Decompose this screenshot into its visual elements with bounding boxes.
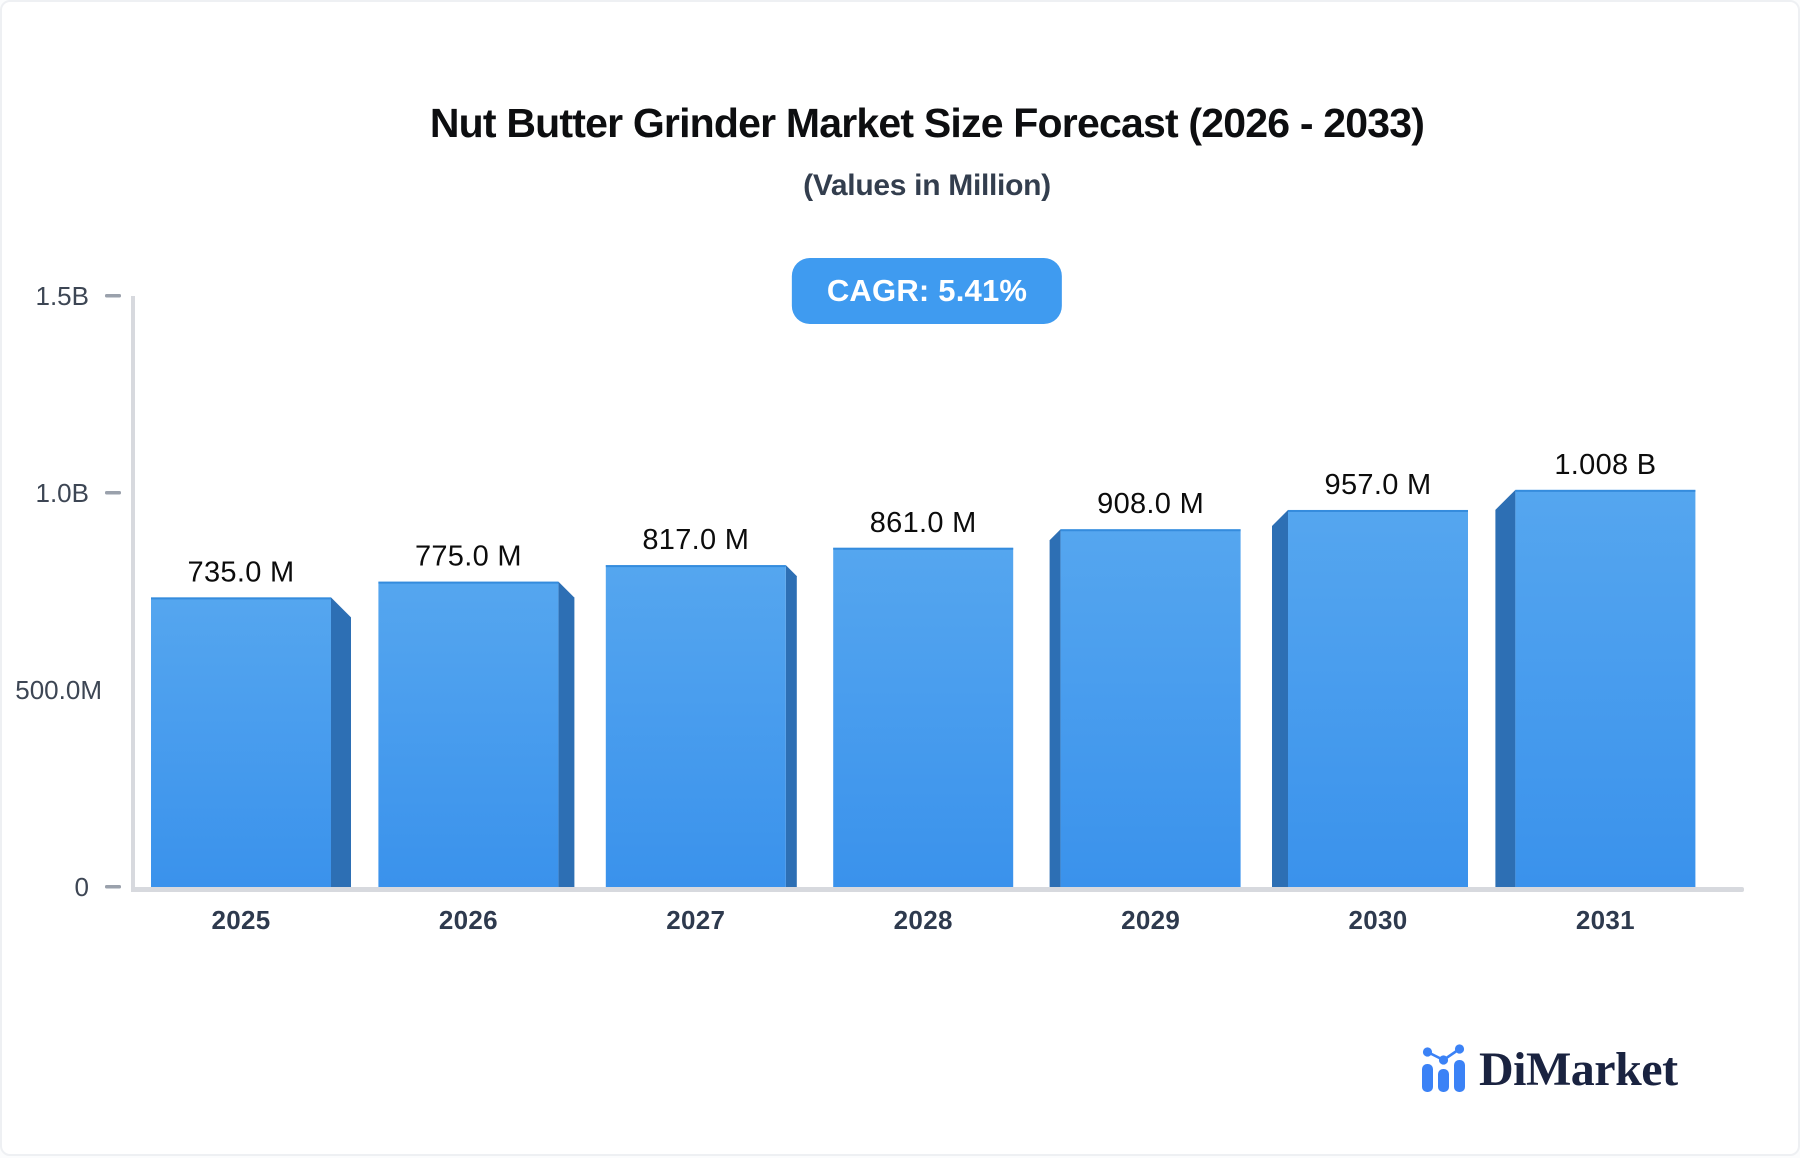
bar-group: 775.0 M 2026 xyxy=(378,541,575,935)
x-axis-tick-label: 2027 xyxy=(666,905,725,935)
y-axis-tick-label: 1.5B xyxy=(36,281,90,311)
bar-group: 957.0 M 2030 xyxy=(1272,469,1468,935)
x-axis-tick-label: 2025 xyxy=(211,905,270,935)
bar-group: 908.0 M 2029 xyxy=(1049,488,1241,935)
brand-logo: DiMarket xyxy=(1422,1042,1678,1096)
y-axis-tick xyxy=(105,491,121,495)
x-axis-tick-label: 2026 xyxy=(439,905,498,935)
bar-chart-trend-icon xyxy=(1422,1044,1465,1092)
bar xyxy=(605,565,786,887)
y-axis-tick-label: 1.0B xyxy=(36,478,90,508)
y-axis-tick xyxy=(105,885,121,889)
bar-group: 861.0 M 2028 xyxy=(833,507,1014,935)
bar-group: 1.008 B 2031 xyxy=(1495,449,1696,935)
bar-3d-side xyxy=(1049,529,1061,887)
x-axis-tick-label: 2030 xyxy=(1348,905,1407,935)
x-axis-tick-label: 2028 xyxy=(894,905,953,935)
bar xyxy=(378,581,559,887)
bar xyxy=(151,597,331,887)
y-axis-tick-label: 500.0M xyxy=(15,675,102,705)
bar-3d-side xyxy=(1272,509,1288,887)
bar-value-label: 908.0 M xyxy=(1097,488,1204,520)
page-subtitle: (Values in Million) xyxy=(803,169,1051,202)
x-axis-line xyxy=(131,887,1744,892)
bar-value-label: 957.0 M xyxy=(1325,469,1432,501)
bar-value-label: 1.008 B xyxy=(1554,449,1656,481)
cagr-badge: CAGR: 5.41% xyxy=(791,258,1063,324)
y-axis-tick xyxy=(105,294,121,298)
bar-value-label: 735.0 M xyxy=(188,556,295,588)
page-title: Nut Butter Grinder Market Size Forecast … xyxy=(429,100,1425,146)
bar-3d-side xyxy=(785,565,797,887)
x-axis-tick-label: 2031 xyxy=(1576,905,1635,935)
bar xyxy=(1060,529,1241,887)
x-axis-tick-label: 2029 xyxy=(1121,905,1180,935)
bar xyxy=(1515,489,1696,887)
bar-3d-side xyxy=(1495,489,1516,887)
brand-logo-text: DiMarket xyxy=(1479,1042,1678,1096)
y-axis-line xyxy=(131,296,135,892)
bar-3d-side xyxy=(558,581,575,887)
bar-3d-side xyxy=(331,597,351,887)
bar-value-label: 861.0 M xyxy=(870,507,977,539)
bar-value-label: 775.0 M xyxy=(415,541,522,573)
bar-group: 817.0 M 2027 xyxy=(605,524,797,935)
bar-value-label: 817.0 M xyxy=(642,524,749,556)
bar-group: 735.0 M 2025 xyxy=(151,556,351,935)
bar xyxy=(1288,509,1468,887)
y-axis-tick-label: 0 xyxy=(75,872,89,902)
bar xyxy=(833,547,1014,887)
